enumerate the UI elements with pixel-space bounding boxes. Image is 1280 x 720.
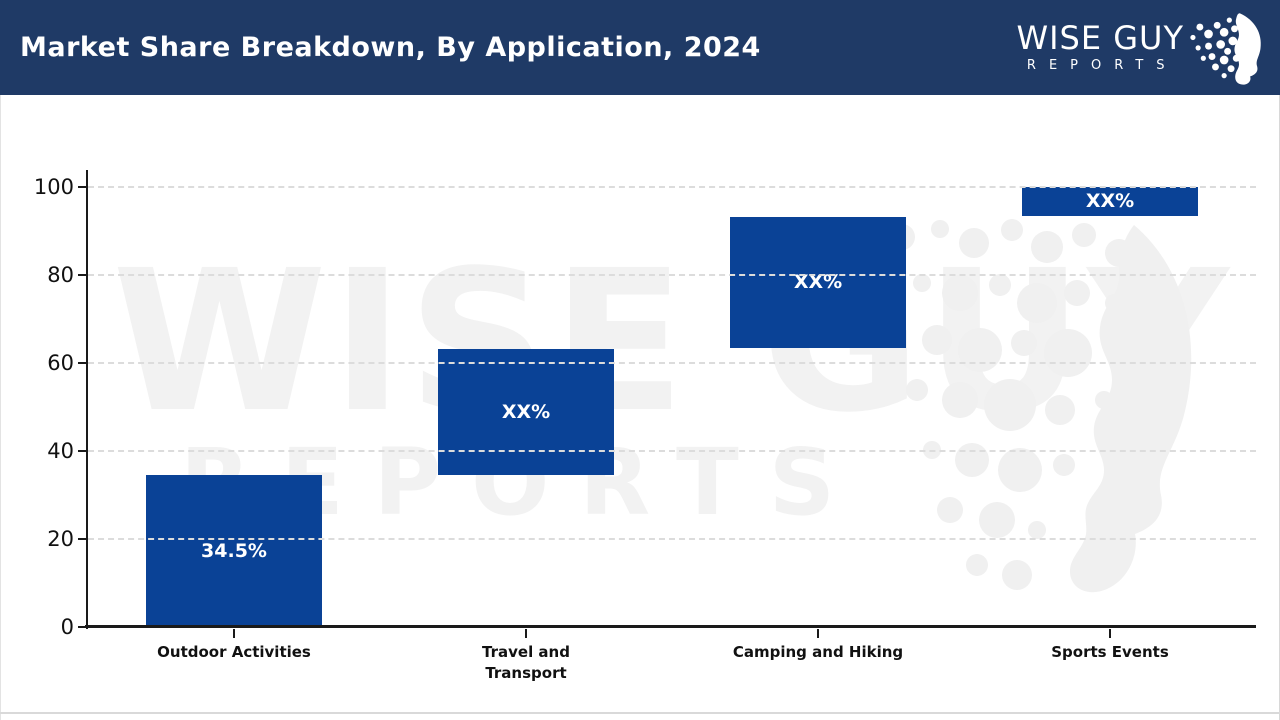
bar-value-label: XX% bbox=[501, 401, 551, 424]
wise-guy-logo: WISE GUY REPORTS bbox=[1016, 8, 1264, 86]
gridline bbox=[88, 362, 1256, 364]
y-tick bbox=[78, 186, 87, 188]
watermark-wordmark: WISE GUY bbox=[112, 228, 1233, 455]
watermark-face-icon bbox=[889, 219, 1192, 593]
logo-text: WISE GUY REPORTS bbox=[1016, 19, 1184, 73]
y-tick bbox=[78, 362, 87, 364]
x-tick bbox=[1109, 629, 1111, 638]
bar-value-label: 34.5% bbox=[201, 540, 267, 563]
x-tick bbox=[817, 629, 819, 638]
logo-face-icon bbox=[1190, 13, 1261, 85]
y-tick-label: 100 bbox=[33, 175, 74, 199]
x-tick bbox=[525, 629, 527, 638]
x-tick-label: Camping and Hiking bbox=[732, 643, 904, 661]
gridline bbox=[88, 186, 1256, 188]
y-tick-label: 0 bbox=[60, 615, 74, 639]
x-tick-label: Outdoor Activities bbox=[157, 643, 311, 661]
logo-wordmark: WISE GUY bbox=[1016, 19, 1184, 58]
y-tick bbox=[78, 450, 87, 452]
x-tick-label: Sports Events bbox=[1051, 643, 1169, 661]
gridline bbox=[88, 538, 1256, 540]
bar-value-label: XX% bbox=[1085, 190, 1135, 213]
y-tick-label: 80 bbox=[47, 263, 74, 287]
bar-camping-and-hiking: XX% bbox=[730, 217, 906, 348]
header-bar: Market Share Breakdown, By Application, … bbox=[0, 0, 1280, 95]
y-tick-label: 40 bbox=[47, 439, 74, 463]
x-axis-line bbox=[85, 625, 1256, 628]
gridline bbox=[88, 450, 1256, 452]
bottom-divider bbox=[0, 712, 1280, 714]
bar-value-label: XX% bbox=[793, 271, 843, 294]
page-title: Market Share Breakdown, By Application, … bbox=[20, 32, 761, 63]
x-tick bbox=[233, 629, 235, 638]
y-axis-line bbox=[86, 170, 88, 629]
y-tick bbox=[78, 626, 87, 628]
y-tick bbox=[78, 274, 87, 276]
y-tick-label: 60 bbox=[47, 351, 74, 375]
y-tick-label: 20 bbox=[47, 527, 74, 551]
x-tick-label: Travel and Transport bbox=[482, 643, 570, 682]
bar-travel-and-transport: XX% bbox=[438, 348, 614, 476]
bar-sports-events: XX% bbox=[1022, 186, 1198, 217]
logo-subtext: REPORTS bbox=[1026, 57, 1178, 73]
bar-outdoor-activities: 34.5% bbox=[146, 475, 322, 627]
gridline bbox=[88, 274, 1256, 276]
y-tick bbox=[78, 538, 87, 540]
